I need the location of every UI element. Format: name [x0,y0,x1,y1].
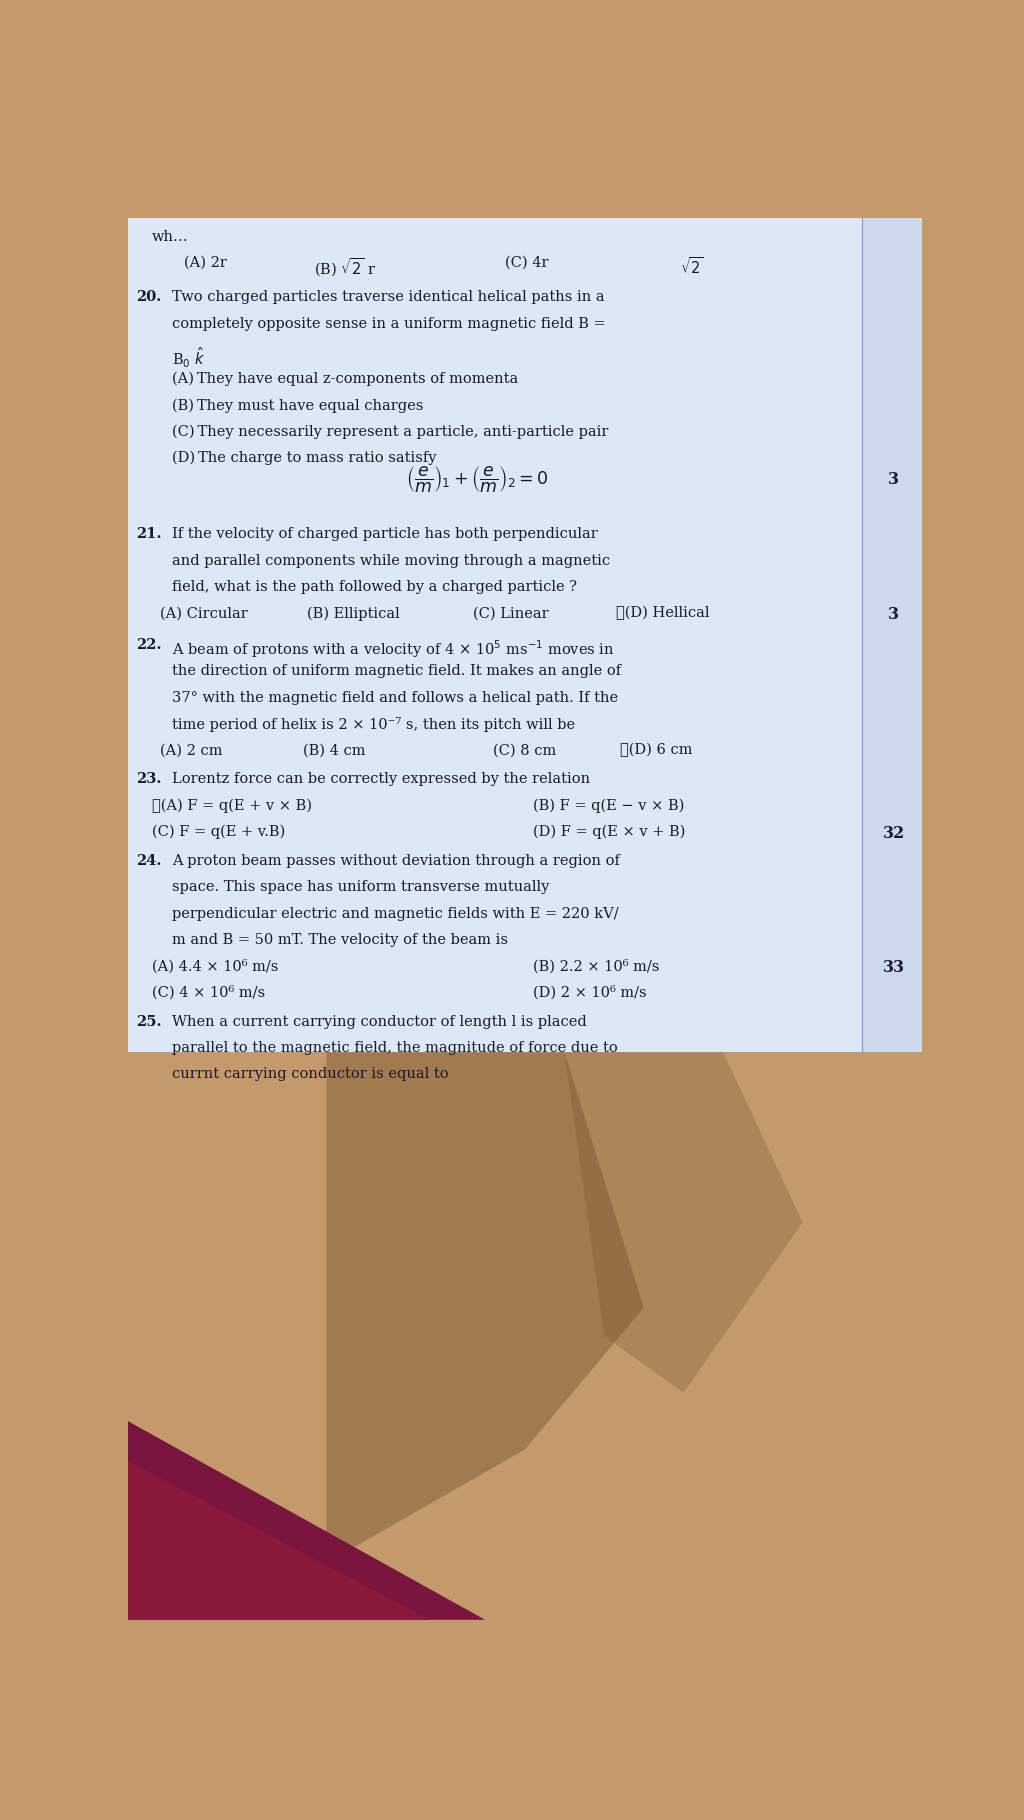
FancyBboxPatch shape [862,218,922,1052]
Text: perpendicular electric and magnetic fields with E = 220 kV/: perpendicular electric and magnetic fiel… [172,906,618,921]
Text: ✓(D) Hellical: ✓(D) Hellical [616,606,710,621]
Text: 23.: 23. [136,772,162,786]
Text: wh…: wh… [152,229,188,244]
Text: (D) F = q(E × v + B): (D) F = q(E × v + B) [532,824,685,839]
Text: space. This space has uniform transverse mutually: space. This space has uniform transverse… [172,881,549,894]
Text: (A) 2r: (A) 2r [183,257,226,269]
Text: $\sqrt{2}$: $\sqrt{2}$ [680,257,703,277]
Text: (C) Linear: (C) Linear [473,606,549,621]
Text: 3: 3 [889,606,899,624]
FancyBboxPatch shape [128,218,922,1052]
Text: (B) 4 cm: (B) 4 cm [303,743,366,757]
Text: A beam of protons with a velocity of 4 $\times$ 10$^5$ ms$^{-1}$ moves in: A beam of protons with a velocity of 4 $… [172,639,614,659]
Text: Two charged particles traverse identical helical paths in a: Two charged particles traverse identical… [172,289,604,304]
Text: (B) 2.2 × 10⁶ m/s: (B) 2.2 × 10⁶ m/s [532,959,659,974]
Text: (B) $\sqrt{2}$ r: (B) $\sqrt{2}$ r [314,257,377,278]
Text: currnt carrying conductor is equal to: currnt carrying conductor is equal to [172,1067,449,1081]
Text: 21.: 21. [136,528,162,541]
Text: (D) The charge to mass ratio satisfy: (D) The charge to mass ratio satisfy [172,451,436,466]
Text: ✓(A) F = q(E + v × B): ✓(A) F = q(E + v × B) [152,799,311,814]
Text: 20.: 20. [136,289,161,304]
Text: (C) F = q(E + v.B): (C) F = q(E + v.B) [152,824,285,839]
Text: 33: 33 [883,959,905,976]
Text: the direction of uniform magnetic field. It makes an angle of: the direction of uniform magnetic field.… [172,664,621,679]
Text: parallel to the magnetic field, the magnitude of force due to: parallel to the magnetic field, the magn… [172,1041,617,1056]
Text: (A) Circular: (A) Circular [160,606,248,621]
Text: A proton beam passes without deviation through a region of: A proton beam passes without deviation t… [172,854,620,868]
Text: 24.: 24. [136,854,162,868]
Text: time period of helix is 2 × 10⁻⁷ s, then its pitch will be: time period of helix is 2 × 10⁻⁷ s, then… [172,717,574,732]
Text: (A) 2 cm: (A) 2 cm [160,743,222,757]
Text: 22.: 22. [136,639,162,652]
Text: B$_0$ $\hat{k}$: B$_0$ $\hat{k}$ [172,346,205,369]
Text: If the velocity of charged particle has both perpendicular: If the velocity of charged particle has … [172,528,597,541]
Text: (A) 4.4 × 10⁶ m/s: (A) 4.4 × 10⁶ m/s [152,959,279,974]
FancyBboxPatch shape [128,1052,922,1620]
Text: When a current carrying conductor of length l is placed: When a current carrying conductor of len… [172,1016,587,1028]
Text: (C) 8 cm: (C) 8 cm [494,743,556,757]
Polygon shape [128,1461,430,1620]
Text: field, what is the path followed by a charged particle ?: field, what is the path followed by a ch… [172,581,577,593]
Text: m and B = 50 mT. The velocity of the beam is: m and B = 50 mT. The velocity of the bea… [172,934,508,946]
Text: Lorentz force can be correctly expressed by the relation: Lorentz force can be correctly expressed… [172,772,590,786]
Text: $\left(\dfrac{e}{m}\right)_1 + \left(\dfrac{e}{m}\right)_2 = 0$: $\left(\dfrac{e}{m}\right)_1 + \left(\df… [406,464,548,493]
Text: (B) Elliptical: (B) Elliptical [306,606,399,621]
Polygon shape [564,1052,803,1392]
Polygon shape [327,1052,644,1563]
Text: (C) 4r: (C) 4r [505,257,549,269]
Polygon shape [128,1421,485,1620]
Text: completely opposite sense in a uniform magnetic field B =: completely opposite sense in a uniform m… [172,317,605,331]
Text: 37° with the magnetic field and follows a helical path. If the: 37° with the magnetic field and follows … [172,690,617,704]
Text: (B) They must have equal charges: (B) They must have equal charges [172,399,423,413]
Text: 3: 3 [889,471,899,488]
Text: 32: 32 [883,824,905,843]
Text: ✓(D) 6 cm: ✓(D) 6 cm [620,743,692,757]
Text: (C) They necessarily represent a particle, anti-particle pair: (C) They necessarily represent a particl… [172,424,608,439]
Text: (B) F = q(E − v × B): (B) F = q(E − v × B) [532,799,684,814]
Text: (A) They have equal z-components of momenta: (A) They have equal z-components of mome… [172,371,518,386]
Text: and parallel components while moving through a magnetic: and parallel components while moving thr… [172,553,609,568]
Text: (C) 4 × 10⁶ m/s: (C) 4 × 10⁶ m/s [152,986,265,1001]
Text: 25.: 25. [136,1016,162,1028]
Text: (D) 2 × 10⁶ m/s: (D) 2 × 10⁶ m/s [532,986,646,1001]
